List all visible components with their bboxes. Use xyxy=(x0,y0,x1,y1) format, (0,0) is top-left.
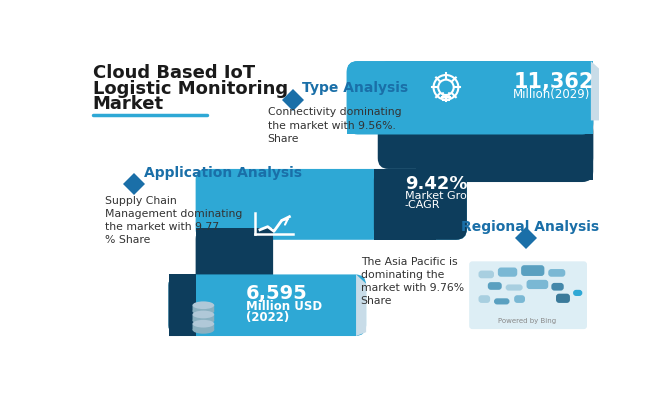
Text: 9.42%: 9.42% xyxy=(405,175,468,193)
FancyBboxPatch shape xyxy=(505,284,523,291)
FancyBboxPatch shape xyxy=(192,324,214,330)
FancyBboxPatch shape xyxy=(548,269,565,277)
Text: Million USD: Million USD xyxy=(246,300,322,313)
Bar xyxy=(196,228,273,259)
FancyBboxPatch shape xyxy=(168,275,366,336)
FancyBboxPatch shape xyxy=(488,282,501,290)
Bar xyxy=(347,89,593,134)
FancyBboxPatch shape xyxy=(192,305,214,311)
Bar xyxy=(179,275,196,336)
Text: 11,362: 11,362 xyxy=(513,72,594,92)
Text: Regional Analysis: Regional Analysis xyxy=(462,220,599,234)
Text: The Asia Pacific is
dominating the
market with 9.76%
Share: The Asia Pacific is dominating the marke… xyxy=(361,257,464,306)
Text: Cloud Based IoT: Cloud Based IoT xyxy=(93,64,254,82)
Text: -CAGR: -CAGR xyxy=(405,200,440,210)
FancyBboxPatch shape xyxy=(498,268,517,277)
FancyBboxPatch shape xyxy=(378,61,593,169)
Polygon shape xyxy=(356,275,366,336)
FancyBboxPatch shape xyxy=(192,314,214,321)
FancyBboxPatch shape xyxy=(470,261,587,329)
Ellipse shape xyxy=(192,301,214,309)
Ellipse shape xyxy=(192,326,214,334)
Text: Application Analysis: Application Analysis xyxy=(144,166,302,180)
FancyBboxPatch shape xyxy=(573,290,582,296)
Text: 6,595: 6,595 xyxy=(246,284,308,303)
Text: Market: Market xyxy=(93,95,164,113)
Bar xyxy=(168,275,196,336)
Text: Powered by Bing: Powered by Bing xyxy=(498,318,556,325)
Ellipse shape xyxy=(192,308,214,315)
FancyBboxPatch shape xyxy=(347,61,593,134)
FancyBboxPatch shape xyxy=(556,294,570,303)
FancyBboxPatch shape xyxy=(514,295,525,303)
Bar xyxy=(168,275,196,305)
FancyBboxPatch shape xyxy=(347,61,593,134)
Polygon shape xyxy=(591,61,599,121)
Text: Connectivity dominating
the market with 9.56%.
Share: Connectivity dominating the market with … xyxy=(268,107,402,144)
Bar xyxy=(416,121,593,155)
FancyBboxPatch shape xyxy=(196,169,467,240)
FancyBboxPatch shape xyxy=(416,121,593,182)
Text: Market Growth: Market Growth xyxy=(405,191,488,201)
Ellipse shape xyxy=(192,320,214,327)
Bar xyxy=(416,147,463,167)
Ellipse shape xyxy=(192,317,214,325)
FancyBboxPatch shape xyxy=(551,283,563,291)
FancyBboxPatch shape xyxy=(196,228,273,288)
FancyBboxPatch shape xyxy=(478,295,490,303)
Bar xyxy=(416,157,593,180)
Bar xyxy=(517,61,593,134)
Text: Logistic Monitoring: Logistic Monitoring xyxy=(93,80,288,98)
Bar xyxy=(374,169,436,240)
FancyBboxPatch shape xyxy=(527,280,548,289)
FancyBboxPatch shape xyxy=(521,265,544,276)
FancyBboxPatch shape xyxy=(494,298,509,305)
Text: Type Analysis: Type Analysis xyxy=(302,81,408,95)
FancyBboxPatch shape xyxy=(416,147,463,186)
FancyBboxPatch shape xyxy=(168,275,179,336)
Text: Supply Chain
Management dominating
the market with 9.77
% Share: Supply Chain Management dominating the m… xyxy=(105,196,242,245)
Ellipse shape xyxy=(192,310,214,318)
Text: (2022): (2022) xyxy=(246,310,289,323)
Bar xyxy=(196,238,273,260)
FancyBboxPatch shape xyxy=(374,169,467,240)
Text: Million(2029): Million(2029) xyxy=(513,88,591,101)
FancyBboxPatch shape xyxy=(478,271,494,278)
